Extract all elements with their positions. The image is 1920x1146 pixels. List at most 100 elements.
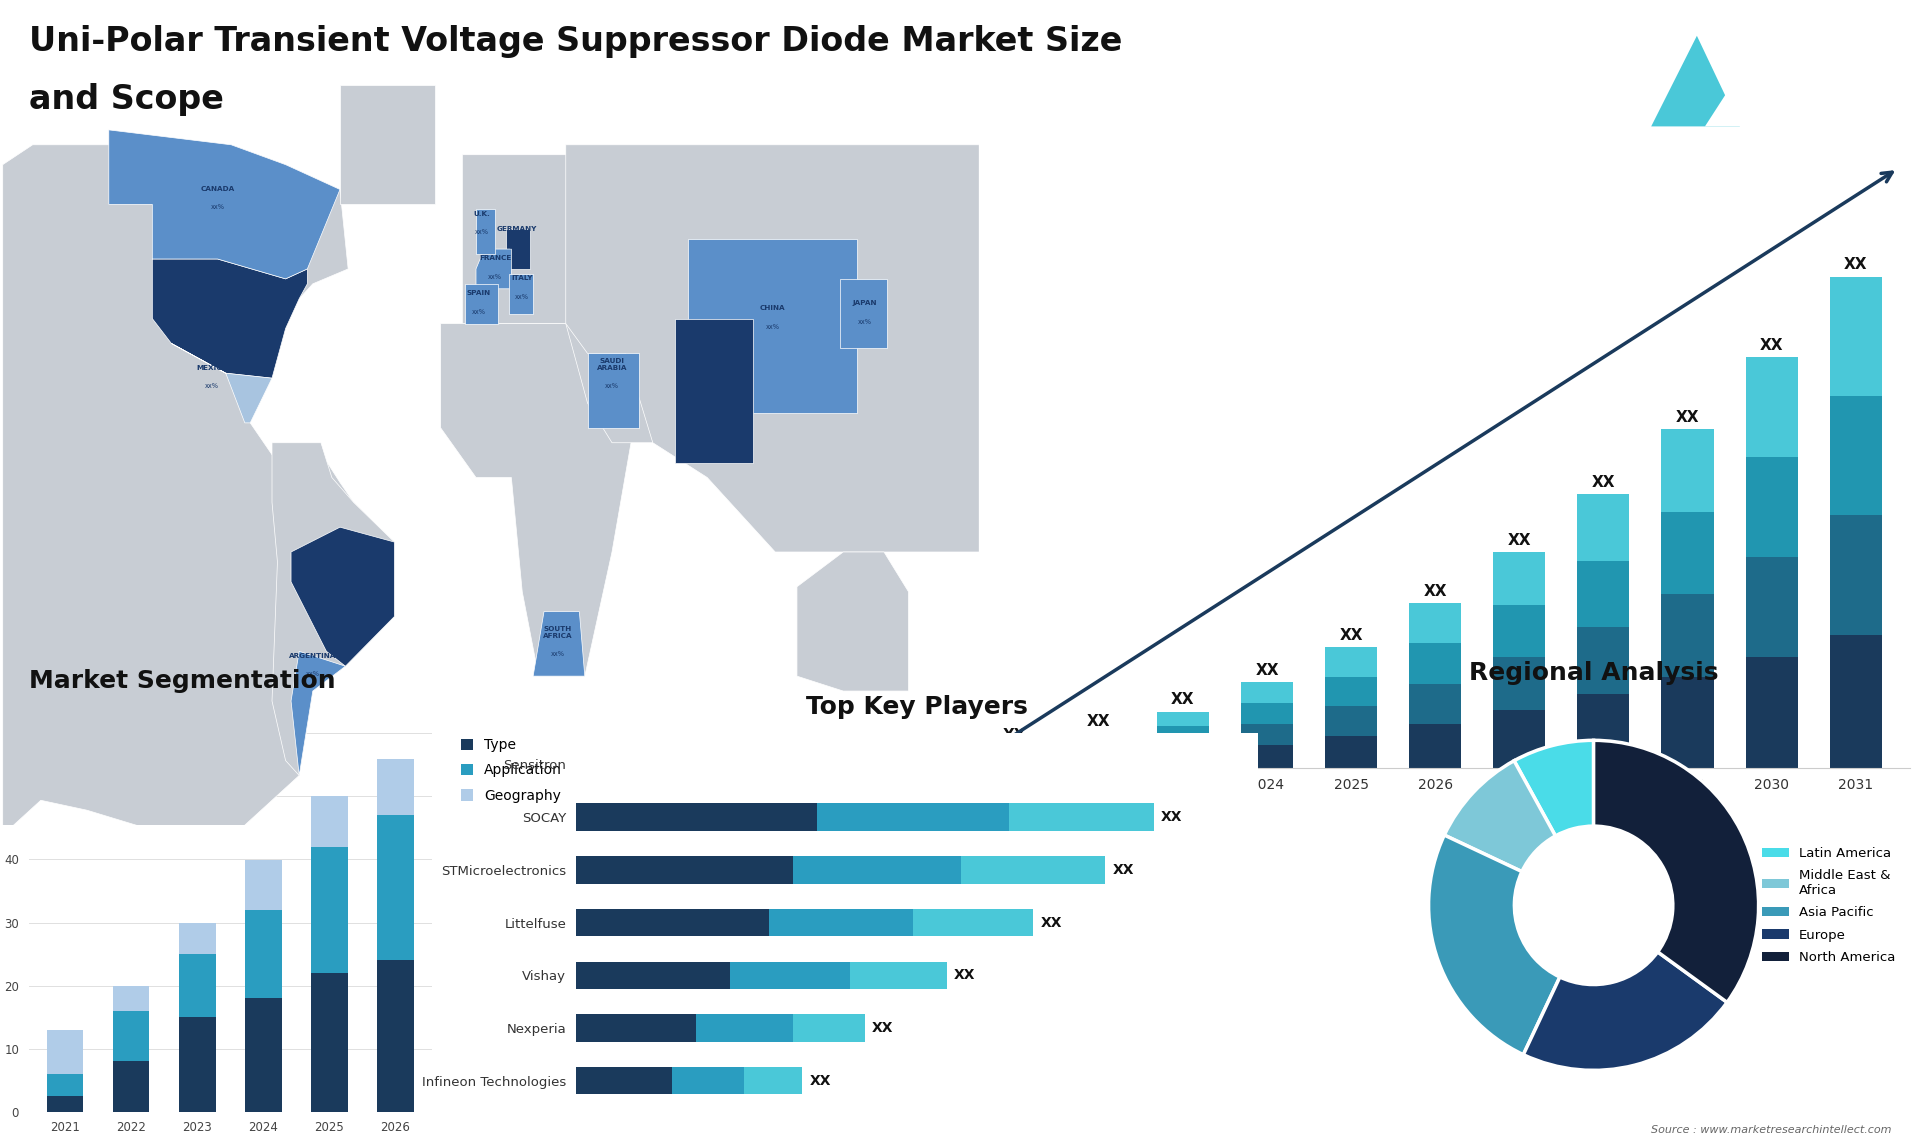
Polygon shape <box>588 353 639 427</box>
Polygon shape <box>476 210 495 254</box>
Bar <box>576 803 816 831</box>
Bar <box>1745 658 1797 768</box>
Bar <box>1494 658 1546 709</box>
Polygon shape <box>340 85 436 204</box>
Polygon shape <box>2 144 394 850</box>
Bar <box>1073 751 1125 759</box>
Polygon shape <box>1651 36 1740 126</box>
Text: xx%: xx% <box>205 383 219 390</box>
Polygon shape <box>171 344 273 423</box>
Wedge shape <box>1444 761 1555 872</box>
Text: xx%: xx% <box>474 229 488 235</box>
Polygon shape <box>797 552 908 691</box>
Bar <box>1830 635 1882 768</box>
Polygon shape <box>292 527 394 666</box>
Bar <box>962 856 1106 884</box>
Text: XX: XX <box>1087 714 1110 729</box>
Bar <box>378 759 413 816</box>
Bar <box>793 856 962 884</box>
Bar <box>793 1014 864 1042</box>
Bar <box>816 803 1010 831</box>
Bar <box>1578 560 1630 628</box>
Bar <box>1745 457 1797 557</box>
Wedge shape <box>1428 835 1559 1054</box>
Text: INDIA: INDIA <box>691 379 712 385</box>
Bar <box>1578 494 1630 560</box>
Bar <box>989 752 1041 758</box>
Bar <box>179 923 215 953</box>
Bar <box>1158 725 1210 740</box>
Text: xx%: xx% <box>211 204 225 211</box>
Bar <box>1325 646 1377 676</box>
Bar <box>378 960 413 1112</box>
Text: Uni-Polar Transient Voltage Suppressor Diode Market Size: Uni-Polar Transient Voltage Suppressor D… <box>29 25 1121 58</box>
Text: XX: XX <box>1676 410 1699 425</box>
Polygon shape <box>674 319 753 463</box>
Text: XX: XX <box>1592 474 1615 490</box>
Text: xx%: xx% <box>605 383 618 390</box>
Text: ARGENTINA: ARGENTINA <box>290 653 336 659</box>
Bar <box>1158 712 1210 725</box>
Polygon shape <box>534 612 586 676</box>
Text: XX: XX <box>1171 692 1194 707</box>
Bar <box>1240 682 1292 702</box>
Text: XX: XX <box>1761 338 1784 353</box>
Bar <box>851 961 947 989</box>
Bar <box>576 909 768 936</box>
Title: Regional Analysis: Regional Analysis <box>1469 660 1718 684</box>
Bar <box>1661 512 1713 594</box>
Bar <box>1830 516 1882 635</box>
Bar <box>989 758 1041 762</box>
Bar <box>311 973 348 1112</box>
Bar <box>246 860 282 910</box>
Polygon shape <box>109 129 340 278</box>
Bar <box>113 1011 150 1061</box>
Bar <box>48 1029 83 1074</box>
Text: xx%: xx% <box>342 552 355 558</box>
Bar <box>48 1096 83 1112</box>
Legend: Latin America, Middle East &
Africa, Asia Pacific, Europe, North America: Latin America, Middle East & Africa, Asi… <box>1757 841 1901 970</box>
Text: XX: XX <box>1041 916 1062 929</box>
Bar <box>1073 759 1125 768</box>
Polygon shape <box>292 651 346 776</box>
Text: SOUTH
AFRICA: SOUTH AFRICA <box>543 626 572 638</box>
Bar <box>1325 736 1377 768</box>
Polygon shape <box>507 229 530 269</box>
Text: CANADA: CANADA <box>200 186 234 191</box>
Bar <box>1010 803 1154 831</box>
Polygon shape <box>442 323 632 676</box>
Bar <box>1325 676 1377 706</box>
Text: and Scope: and Scope <box>29 83 223 116</box>
Wedge shape <box>1515 740 1594 835</box>
Bar <box>1745 557 1797 658</box>
Text: XX: XX <box>1002 728 1027 743</box>
Text: BRAZIL: BRAZIL <box>334 534 363 540</box>
Bar <box>1158 740 1210 754</box>
Polygon shape <box>687 240 856 413</box>
Text: xx%: xx% <box>211 304 225 309</box>
Text: xx%: xx% <box>305 672 321 677</box>
Text: SAUDI
ARABIA: SAUDI ARABIA <box>597 358 628 371</box>
Text: MARKET
RESEARCH
INTELLECT: MARKET RESEARCH INTELLECT <box>1788 58 1851 95</box>
Text: XX: XX <box>810 1074 831 1088</box>
Legend: Type, Application, Geography: Type, Application, Geography <box>455 732 568 808</box>
Text: xx%: xx% <box>766 323 780 330</box>
Bar <box>989 747 1041 752</box>
Text: U.K.: U.K. <box>472 211 490 217</box>
Bar <box>1240 745 1292 768</box>
Bar <box>246 910 282 998</box>
Text: xx%: xx% <box>551 651 564 658</box>
Text: xx%: xx% <box>515 293 530 300</box>
Bar <box>745 1067 803 1094</box>
Bar <box>378 816 413 960</box>
Bar <box>1240 702 1292 724</box>
Text: ITALY: ITALY <box>511 275 534 281</box>
Bar <box>1494 709 1546 768</box>
Bar <box>1073 732 1125 741</box>
Bar <box>1325 706 1377 736</box>
Bar <box>311 847 348 973</box>
Bar <box>113 1061 150 1112</box>
Polygon shape <box>841 278 887 348</box>
Bar <box>912 909 1033 936</box>
Text: xx%: xx% <box>472 308 486 315</box>
